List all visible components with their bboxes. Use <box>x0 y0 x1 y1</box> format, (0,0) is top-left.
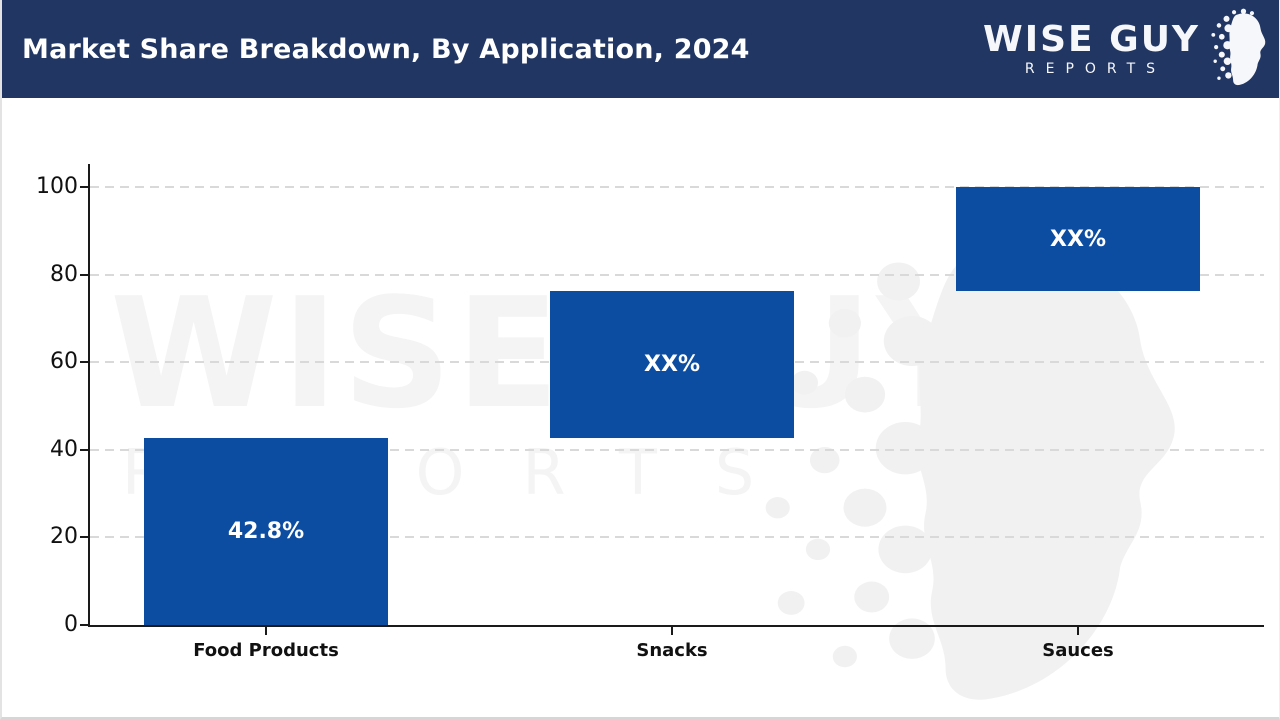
logo-wordmark: WISE GUY <box>982 19 1200 61</box>
y-axis-tick <box>80 186 90 188</box>
y-axis-tick-label: 60 <box>50 349 78 375</box>
dotted-face-profile-watermark <box>753 246 1175 700</box>
bar-value-label: XX% <box>1050 226 1106 252</box>
bar-snacks: XX% <box>550 291 794 438</box>
gridline-40 <box>90 448 1264 451</box>
bar-value-label: XX% <box>644 351 700 377</box>
y-axis-tick <box>80 624 90 626</box>
x-axis-category-label: Food Products <box>193 640 339 661</box>
wiseguy-logo: WISE GUY REPORTS <box>983 8 1268 90</box>
x-axis-tick <box>265 627 267 635</box>
bar-value-label: 42.8% <box>227 518 305 544</box>
x-axis-category-label: Sauces <box>1042 640 1114 661</box>
x-axis-tick <box>1077 627 1079 635</box>
gridline-80 <box>90 273 1264 276</box>
bar-sauces: XX% <box>956 187 1200 292</box>
x-axis-tick <box>671 627 673 635</box>
y-axis-tick-label: 80 <box>50 261 78 287</box>
y-axis-tick <box>80 361 90 364</box>
x-axis-line <box>88 625 1264 627</box>
bar-food-products: 42.8% <box>144 437 388 625</box>
x-axis-category-label: Snacks <box>636 640 708 661</box>
y-axis-tick <box>80 448 90 451</box>
dotted-face-profile-icon <box>1211 8 1266 86</box>
gridline-20 <box>90 536 1264 539</box>
chart-title: Market Share Breakdown, By Application, … <box>22 33 750 65</box>
watermark-wordmark: WISE GUY <box>110 265 991 442</box>
y-axis-tick-label: 40 <box>50 436 78 462</box>
y-axis-tick-label: 100 <box>36 174 78 199</box>
y-axis-tick <box>80 536 90 539</box>
y-axis-tick <box>80 273 90 276</box>
y-axis-tick-label: 0 <box>64 612 78 637</box>
header-banner: Market Share Breakdown, By Application, … <box>2 0 1279 98</box>
gridline-100 <box>90 186 1264 188</box>
y-axis-line <box>88 164 90 627</box>
logo-tagline: REPORTS <box>1024 60 1167 77</box>
y-axis-tick-label: 20 <box>50 524 78 550</box>
bar-chart-plot-area: 0 20 40 60 80 100 42.8% Food Products XX% Snacks X… <box>2 98 1279 717</box>
